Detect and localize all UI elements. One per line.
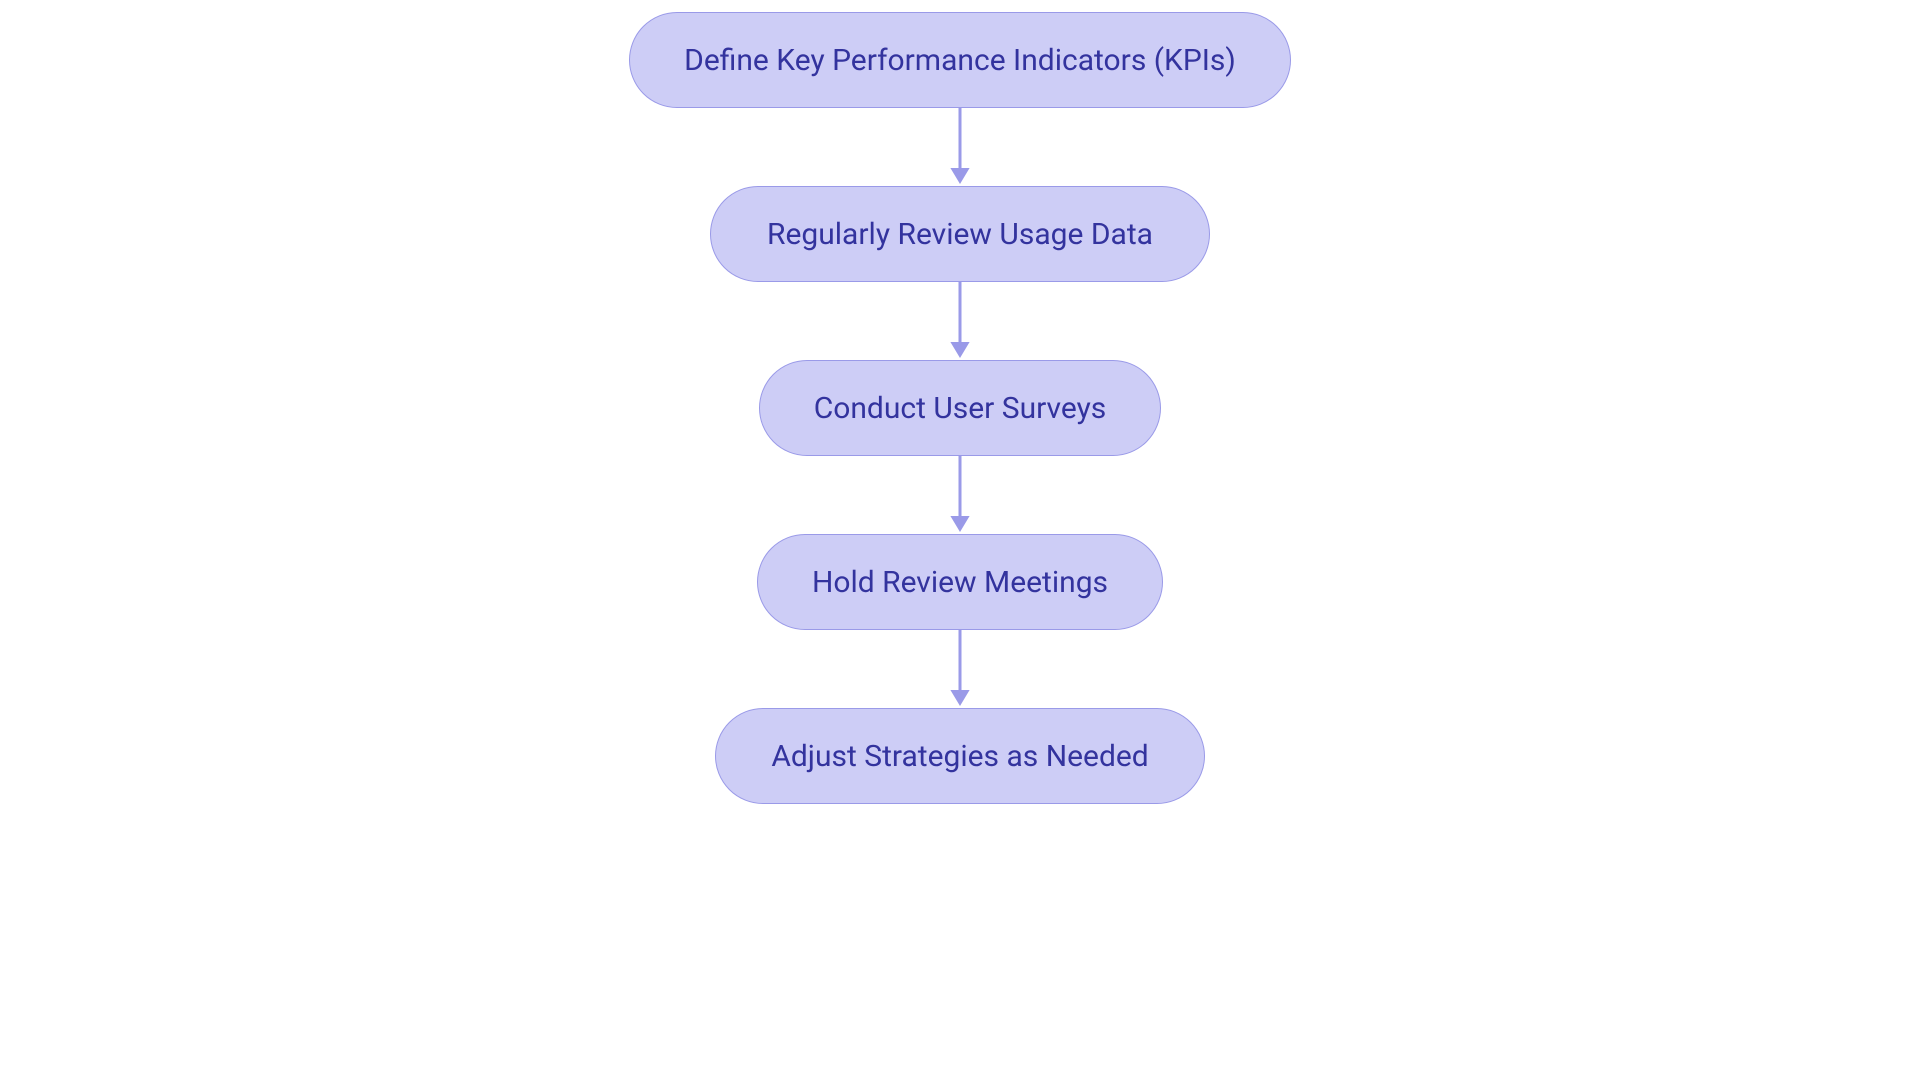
flowchart-arrow xyxy=(944,456,976,534)
flowchart-arrow xyxy=(944,282,976,360)
flowchart-node-label: Regularly Review Usage Data xyxy=(767,217,1153,252)
flowchart-container: Define Key Performance Indicators (KPIs)… xyxy=(629,12,1291,804)
flowchart-node-define-kpis: Define Key Performance Indicators (KPIs) xyxy=(629,12,1291,108)
flowchart-arrow xyxy=(944,630,976,708)
flowchart-node-label: Hold Review Meetings xyxy=(812,565,1108,600)
flowchart-node-conduct-surveys: Conduct User Surveys xyxy=(759,360,1162,456)
arrow-down-icon xyxy=(944,630,976,708)
arrow-down-icon xyxy=(944,282,976,360)
arrow-down-icon xyxy=(944,108,976,186)
arrow-down-icon xyxy=(944,456,976,534)
flowchart-node-review-usage-data: Regularly Review Usage Data xyxy=(710,186,1210,282)
flowchart-node-label: Adjust Strategies as Needed xyxy=(771,739,1148,774)
flowchart-node-adjust-strategies: Adjust Strategies as Needed xyxy=(715,708,1205,804)
flowchart-node-label: Define Key Performance Indicators (KPIs) xyxy=(684,43,1236,78)
flowchart-node-label: Conduct User Surveys xyxy=(814,391,1107,426)
flowchart-node-review-meetings: Hold Review Meetings xyxy=(757,534,1163,630)
flowchart-arrow xyxy=(944,108,976,186)
